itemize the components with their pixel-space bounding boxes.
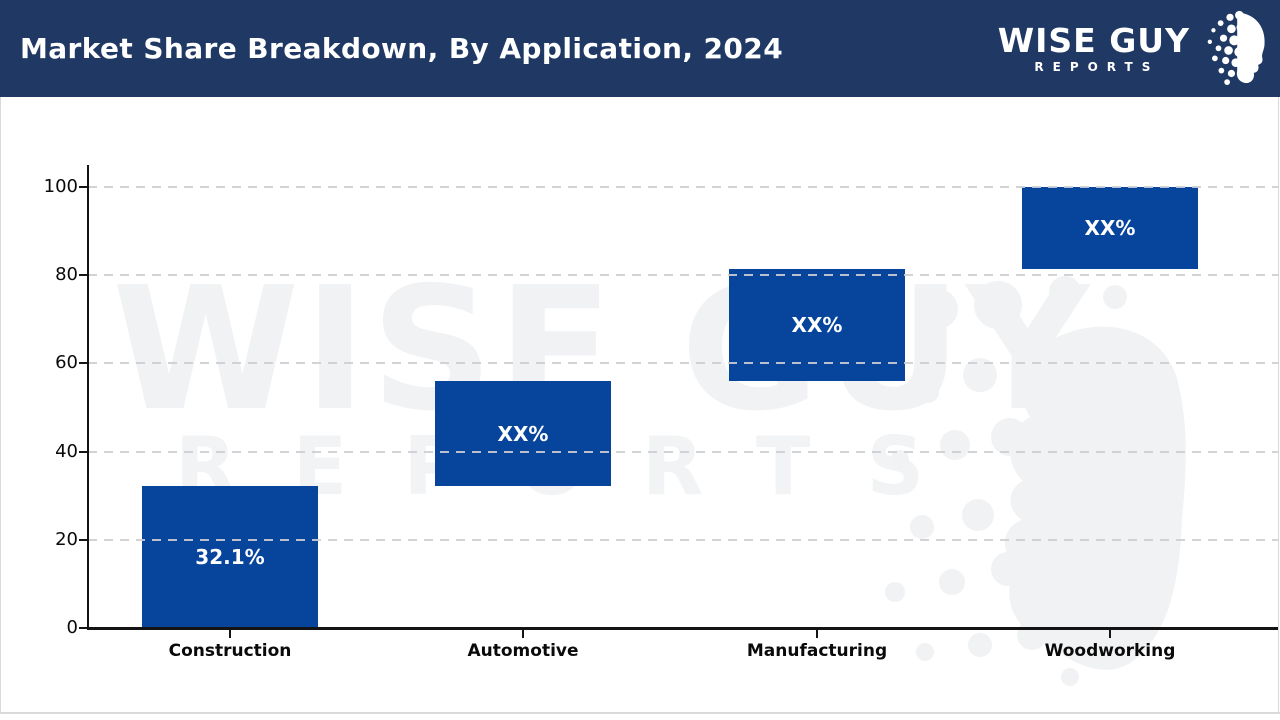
y-tick-80 — [79, 274, 87, 276]
bar-value-label: XX% — [791, 313, 843, 337]
y-axis-spine — [87, 165, 89, 628]
page-title: Market Share Breakdown, By Application, … — [20, 32, 784, 65]
logo-text: WISE GUY REPORTS — [997, 20, 1190, 75]
x-tick-manufacturing — [816, 630, 818, 638]
x-category-label: Automotive — [467, 641, 579, 661]
wise-guy-reports-logo: WISE GUY REPORTS — [998, 7, 1266, 91]
x-tick-construction — [229, 630, 231, 638]
y-tick-label: 100 — [43, 176, 78, 197]
bar-value-label: XX% — [1084, 216, 1136, 240]
bar-value-label: XX% — [497, 422, 549, 446]
y-tick-label: 0 — [66, 617, 78, 638]
bar-woodworking — [1022, 187, 1198, 269]
gridline-60 — [88, 362, 1278, 364]
x-tick-automotive — [522, 630, 524, 638]
gridline-40 — [88, 451, 1278, 453]
gridline-100 — [88, 186, 1278, 188]
bar-value-label: 32.1% — [195, 545, 265, 569]
dotted-head-profile-icon — [1207, 10, 1265, 85]
card-bottom-border — [0, 712, 1280, 714]
y-tick-60 — [79, 362, 87, 364]
x-axis-spine — [87, 627, 1278, 630]
bar-automotive — [435, 381, 611, 486]
gridline-20 — [88, 539, 1278, 541]
y-tick-20 — [79, 539, 87, 541]
y-tick-label: 60 — [55, 352, 78, 373]
x-tick-woodworking — [1109, 630, 1111, 638]
card-right-border — [1278, 97, 1279, 713]
y-tick-label: 40 — [55, 441, 78, 462]
x-category-label: Manufacturing — [746, 641, 888, 661]
x-category-label: Construction — [168, 641, 292, 661]
x-category-label: Woodworking — [1044, 641, 1176, 661]
y-tick-label: 80 — [55, 264, 78, 285]
gridline-80 — [88, 274, 1278, 276]
y-tick-0 — [79, 627, 87, 629]
header-bar: Market Share Breakdown, By Application, … — [0, 0, 1280, 97]
y-tick-label: 20 — [55, 529, 78, 550]
y-tick-100 — [79, 186, 87, 188]
card-left-border — [0, 97, 1, 713]
logo-line1: WISE GUY — [997, 20, 1190, 60]
bar-construction — [142, 486, 318, 628]
y-tick-40 — [79, 451, 87, 453]
logo-line2: REPORTS — [1034, 60, 1160, 75]
